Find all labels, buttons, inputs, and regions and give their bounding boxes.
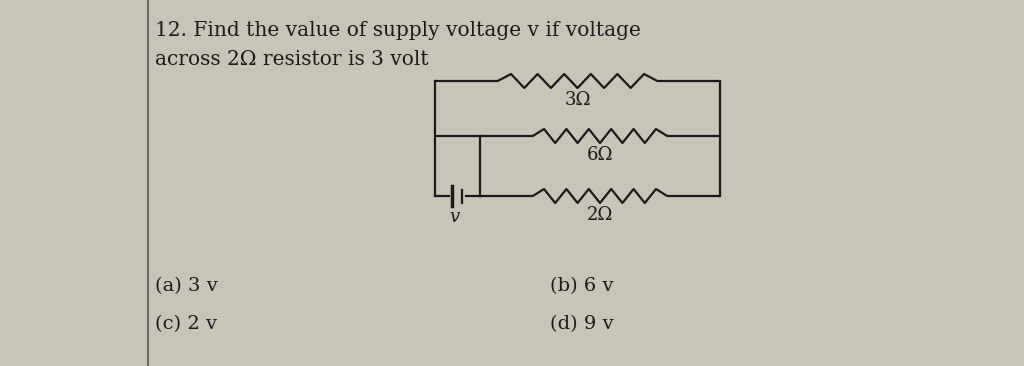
Text: v: v: [449, 208, 459, 226]
Text: 2Ω: 2Ω: [587, 206, 613, 224]
Text: 3Ω: 3Ω: [564, 91, 591, 109]
Text: 6Ω: 6Ω: [587, 146, 613, 164]
Text: 12. Find the value of supply voltage v if voltage: 12. Find the value of supply voltage v i…: [155, 21, 641, 40]
Text: (b) 6 v: (b) 6 v: [550, 277, 613, 295]
Text: across 2Ω resistor is 3 volt: across 2Ω resistor is 3 volt: [155, 50, 429, 69]
Text: (a) 3 v: (a) 3 v: [155, 277, 218, 295]
Text: (d) 9 v: (d) 9 v: [550, 315, 613, 333]
Text: (c) 2 v: (c) 2 v: [155, 315, 217, 333]
